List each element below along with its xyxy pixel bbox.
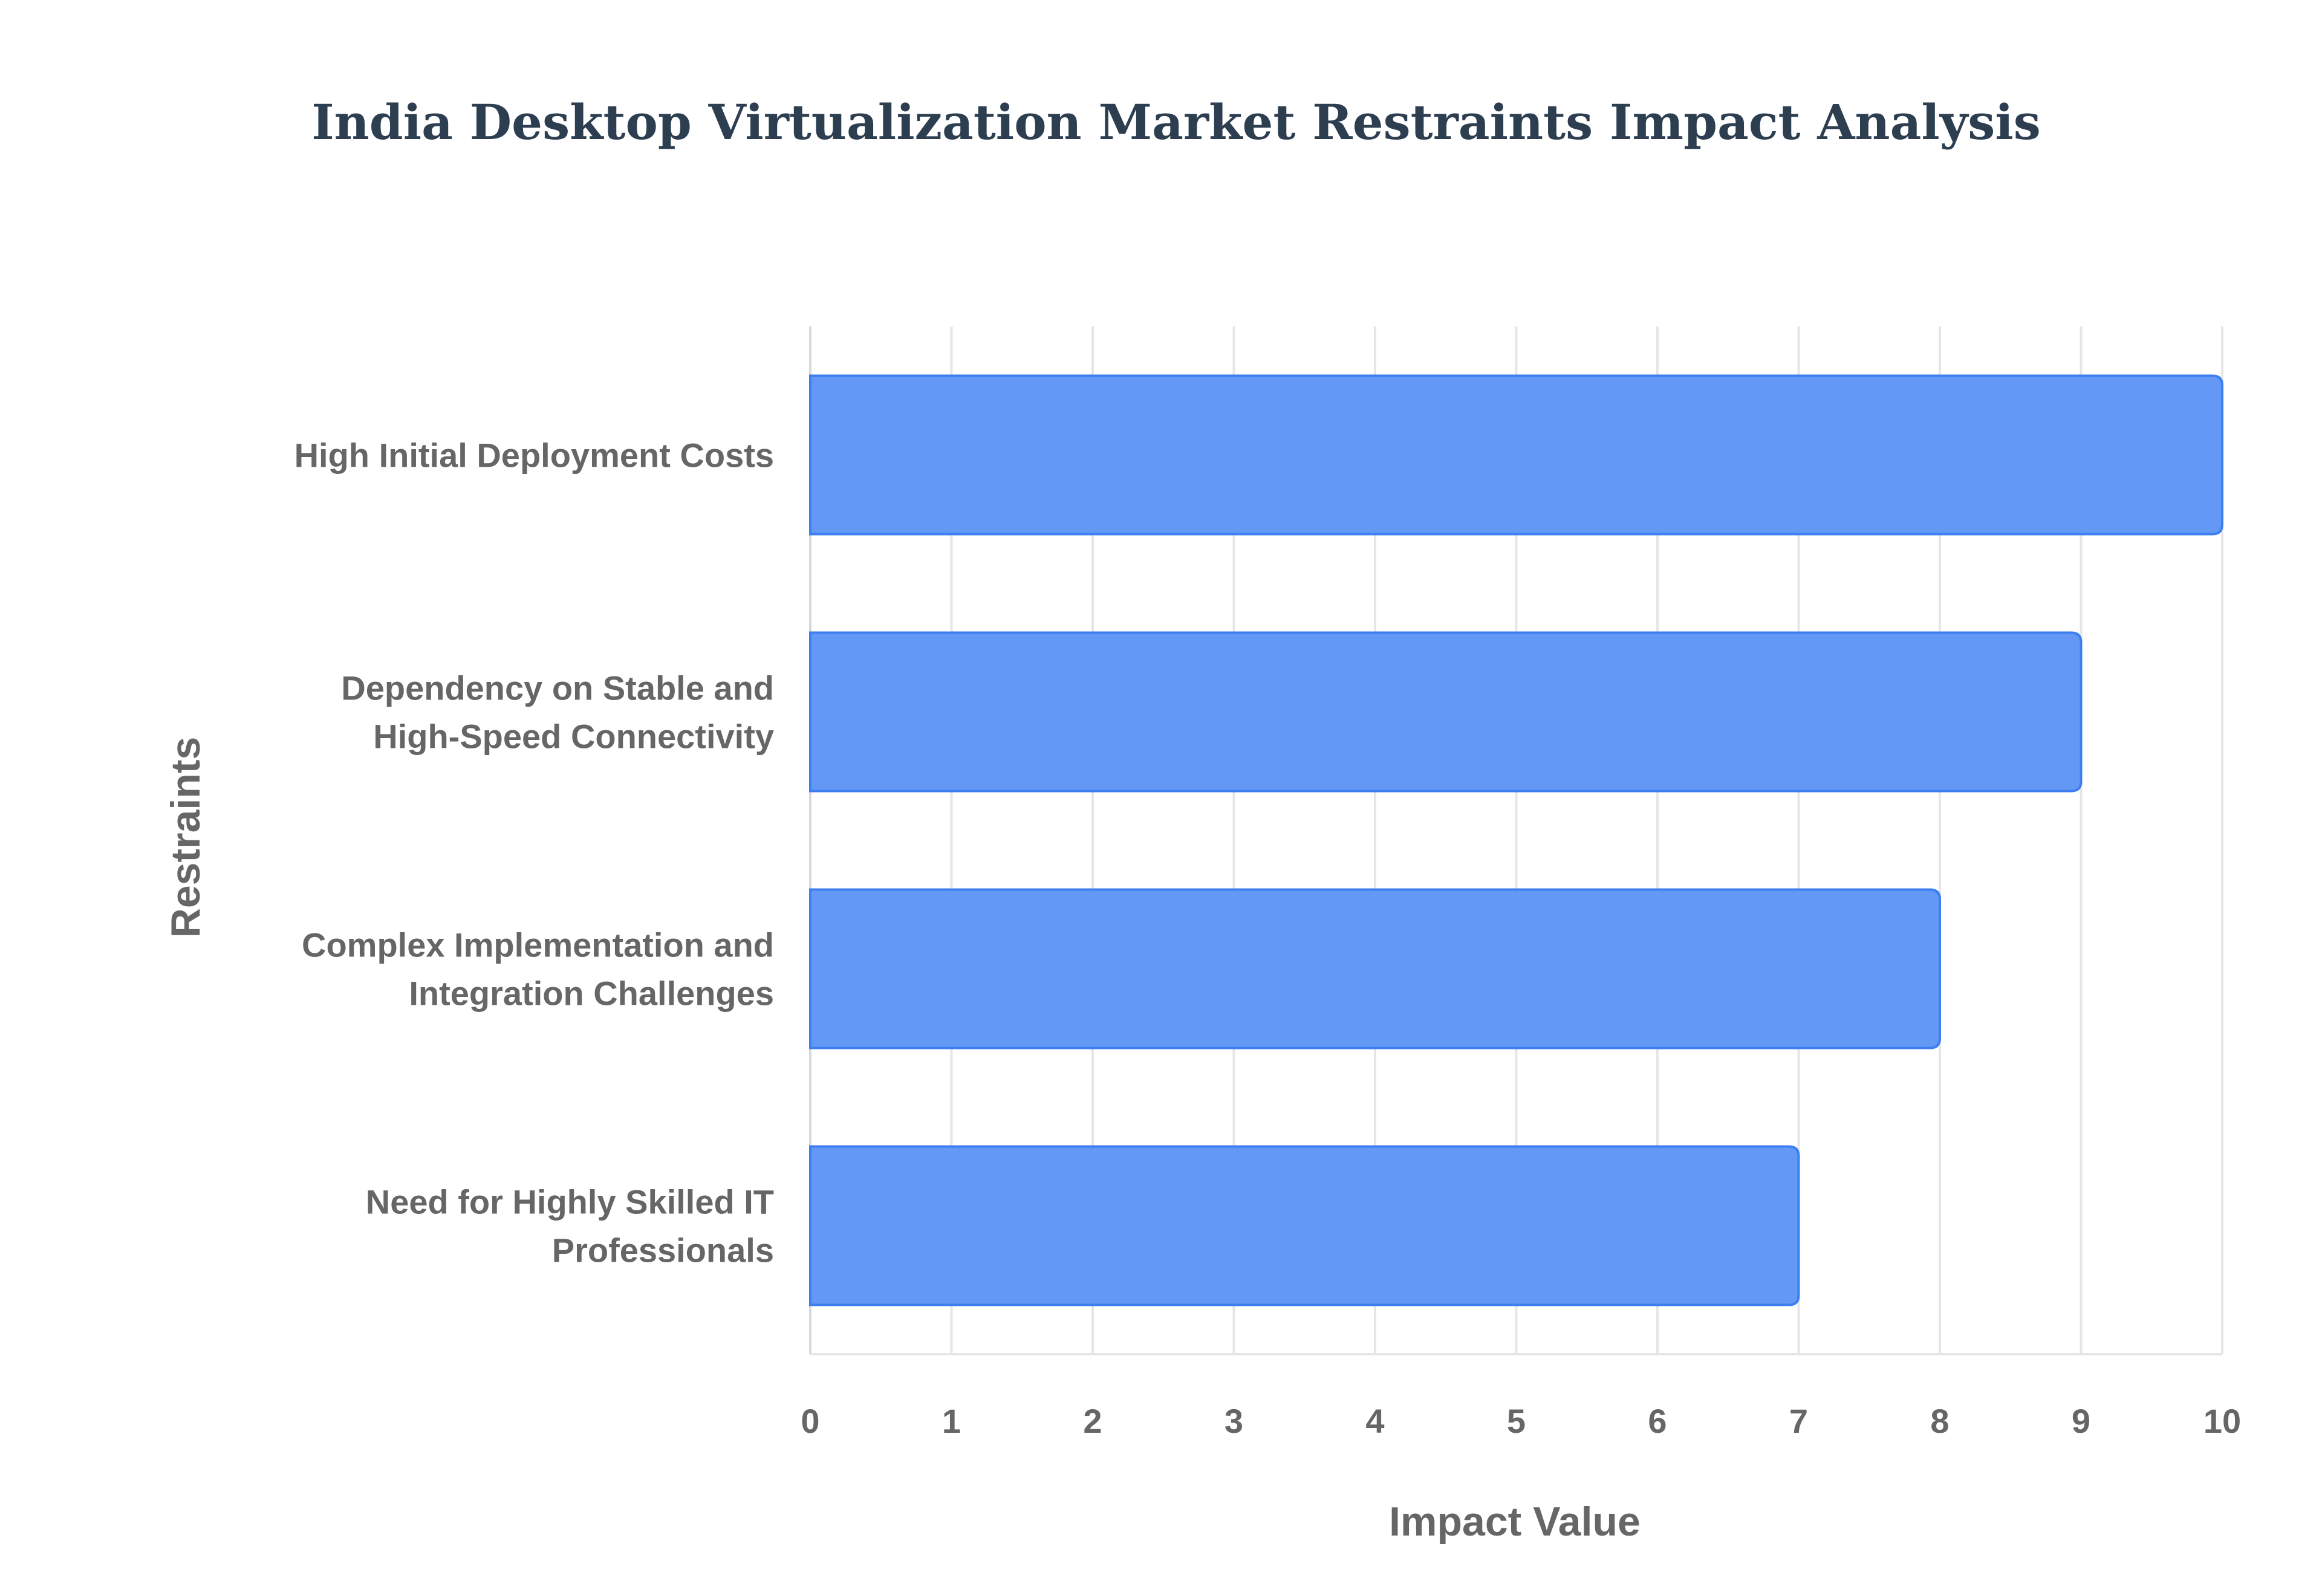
y-category-label-line: Complex Implementation and bbox=[302, 926, 774, 964]
x-tick-label: 10 bbox=[2203, 1402, 2241, 1440]
y-category-label: High Initial Deployment Costs bbox=[294, 436, 774, 475]
x-tick-label: 2 bbox=[1083, 1402, 1102, 1440]
x-tick-label: 9 bbox=[2072, 1402, 2090, 1440]
bar bbox=[809, 1145, 1800, 1306]
y-category-label-line: Professionals bbox=[552, 1231, 774, 1270]
x-axis-title: Impact Value bbox=[1389, 1499, 1641, 1545]
x-tick-label: 8 bbox=[1930, 1402, 1949, 1440]
y-axis-categories: High Initial Deployment Costs Dependency … bbox=[294, 436, 774, 1270]
y-axis-title: Restraints bbox=[163, 737, 209, 938]
bar bbox=[809, 374, 2223, 536]
x-tick-label: 7 bbox=[1789, 1402, 1808, 1440]
x-tick-label: 3 bbox=[1224, 1402, 1243, 1440]
y-category-label-line: Integration Challenges bbox=[409, 975, 774, 1013]
bar bbox=[809, 888, 1941, 1049]
y-category-label: Dependency on Stable and High-Speed Conne… bbox=[341, 669, 774, 756]
x-tick-label: 6 bbox=[1648, 1402, 1667, 1440]
y-category-label: Complex Implementation and Integration Ch… bbox=[302, 926, 774, 1013]
x-tick-label: 4 bbox=[1365, 1402, 1384, 1440]
bars bbox=[809, 374, 2223, 1306]
x-axis-ticks: 0 1 2 3 4 5 6 7 8 9 10 bbox=[801, 1402, 2241, 1440]
bar bbox=[809, 631, 2083, 793]
x-tick-label: 5 bbox=[1507, 1402, 1526, 1440]
y-category-label: Need for Highly Skilled IT Professionals bbox=[366, 1183, 774, 1270]
chart-title: India Desktop Virtualization Market Rest… bbox=[311, 94, 2041, 151]
y-category-label-line: High-Speed Connectivity bbox=[373, 718, 774, 756]
y-category-label-line: Need for Highly Skilled IT bbox=[366, 1183, 774, 1221]
y-category-label-line: High Initial Deployment Costs bbox=[294, 436, 774, 475]
y-category-label-line: Dependency on Stable and bbox=[341, 669, 774, 707]
x-tick-label: 1 bbox=[942, 1402, 961, 1440]
x-tick-label: 0 bbox=[801, 1402, 819, 1440]
